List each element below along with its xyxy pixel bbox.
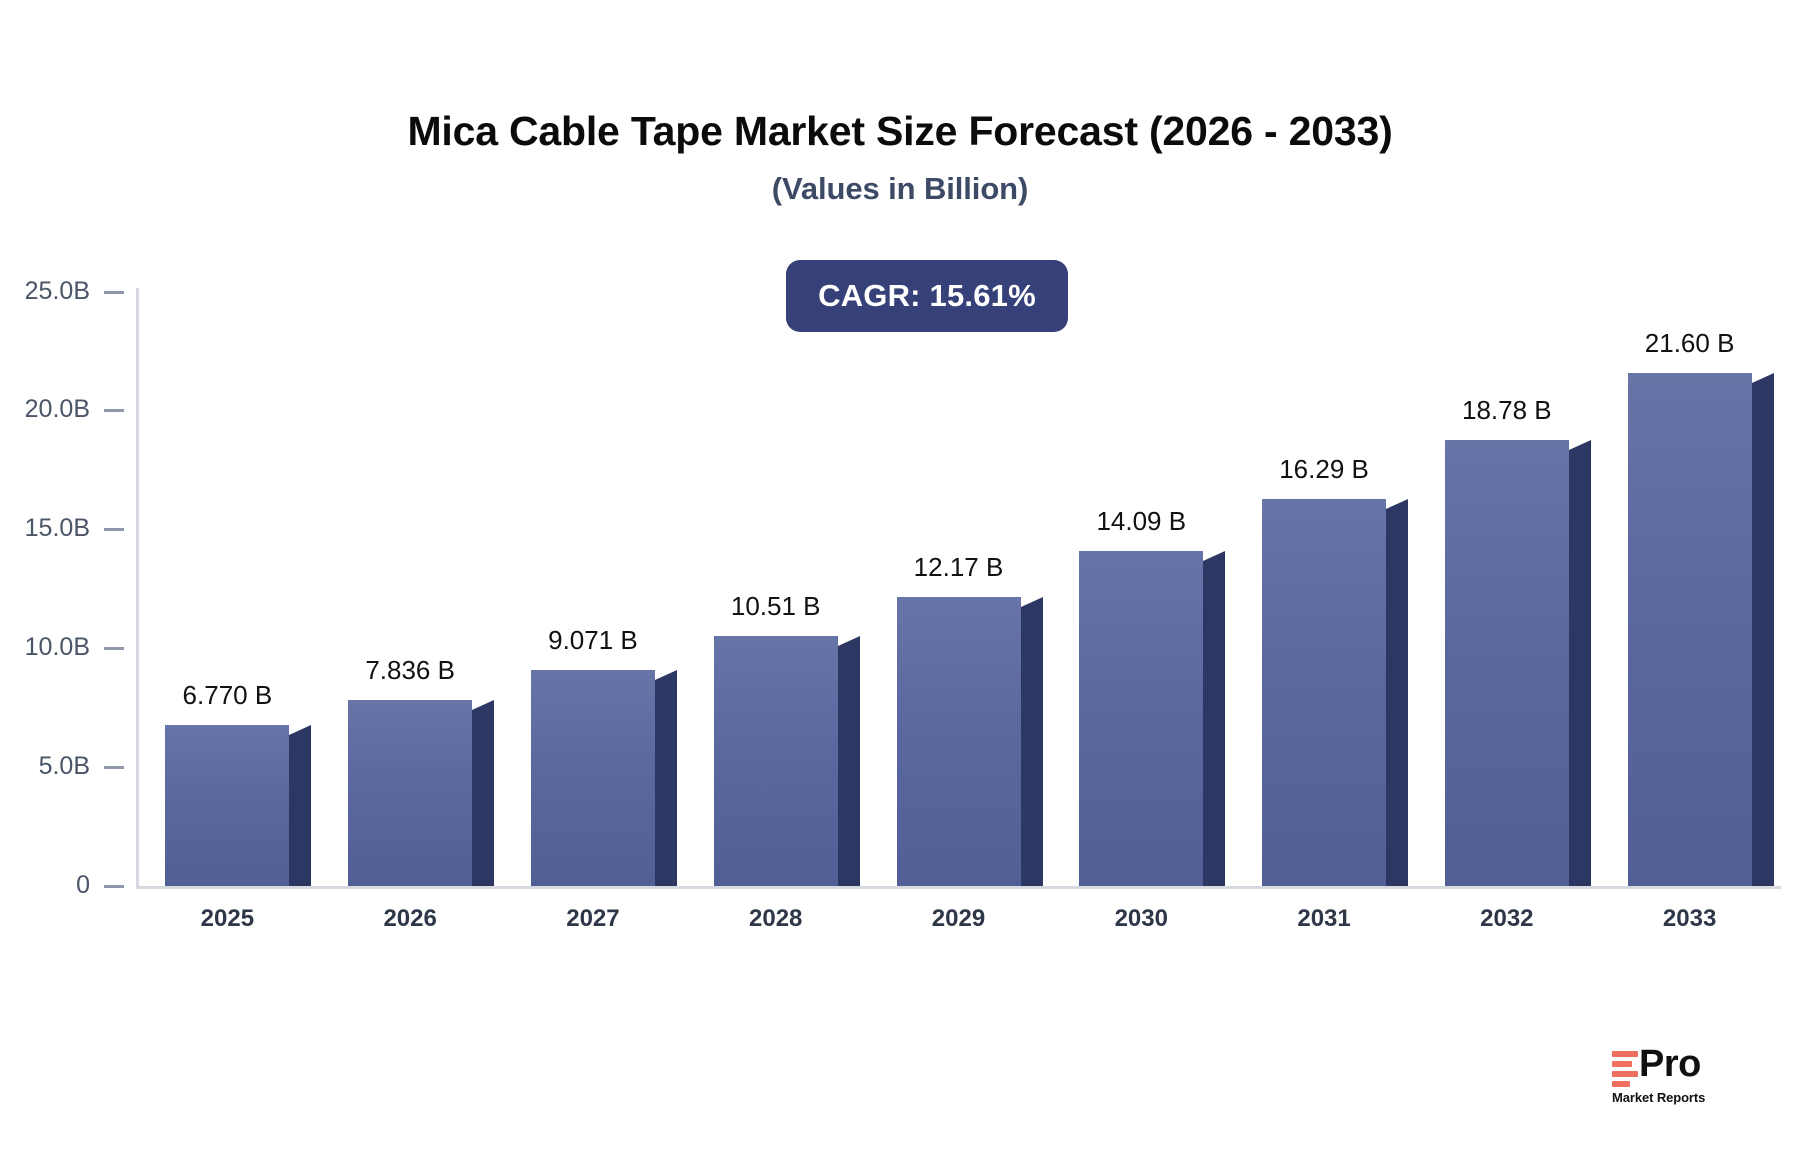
bar-value-label: 14.09 B xyxy=(1096,506,1187,537)
bar-side-face xyxy=(1751,382,1774,886)
y-axis-tick-mark xyxy=(104,528,124,532)
bar xyxy=(1627,372,1752,886)
y-axis-tick-mark xyxy=(104,884,124,888)
y-axis-tick-mark xyxy=(104,646,124,650)
y-axis-tick-label: 10.0B xyxy=(24,632,90,661)
x-axis-tick-label: 2028 xyxy=(749,905,803,932)
y-axis-tick-label: 0 xyxy=(76,870,90,899)
y-axis-tick-label: 25.0B xyxy=(24,276,90,305)
bar-side-face xyxy=(1020,606,1043,886)
bar-value-label: 9.071 B xyxy=(548,625,638,656)
page-title: Mica Cable Tape Market Size Forecast (20… xyxy=(407,108,1393,154)
x-axis-tick-label: 2030 xyxy=(1114,905,1168,932)
x-axis-tick-label: 2031 xyxy=(1297,905,1351,932)
bar-side-face xyxy=(654,680,677,886)
bar-value-label: 21.60 B xyxy=(1644,327,1735,358)
chart-subtitle: (Values in Billion) xyxy=(771,171,1029,207)
y-axis-tick-mark xyxy=(104,765,124,769)
title-block: Mica Cable Tape Market Size Forecast (20… xyxy=(0,108,1800,207)
cagr-badge: CAGR: 15.61% xyxy=(786,260,1068,332)
bar-top-face xyxy=(1751,372,1774,383)
x-axis-line xyxy=(136,886,1781,889)
bar-side-face xyxy=(1386,508,1409,886)
bar xyxy=(1262,498,1387,886)
bar xyxy=(530,670,655,886)
y-axis-tick-mark xyxy=(104,290,124,294)
bar xyxy=(348,699,473,886)
bar-top-face xyxy=(1386,498,1409,509)
x-axis-tick-label: 2025 xyxy=(200,905,255,932)
bar-value-label: 10.51 B xyxy=(730,591,821,622)
bar-value-label: 6.770 B xyxy=(182,680,273,711)
bar-top-face xyxy=(1568,439,1591,450)
bar xyxy=(713,636,838,886)
bar-series: 6.770 B 7.836 B 9.071 B 10.51 B 12.17 B 14.09… xyxy=(136,0,1781,1156)
brand-logo: Pro Market Reports xyxy=(1612,1043,1780,1116)
bar-value-label: 12.17 B xyxy=(913,551,1004,582)
bar xyxy=(1444,439,1569,886)
y-axis-tick-mark xyxy=(104,409,124,413)
y-axis-tick-label: 20.0B xyxy=(24,395,90,424)
bar-top-face xyxy=(837,636,860,647)
bar-side-face xyxy=(837,646,860,886)
x-axis-tick-label: 2029 xyxy=(931,905,986,932)
bar xyxy=(1079,551,1204,886)
logo-tagline: Market Reports xyxy=(1612,1090,1706,1105)
x-axis-tick-label: 2026 xyxy=(383,905,437,932)
bar xyxy=(165,725,290,886)
logo-wordmark: Pro xyxy=(1639,1043,1701,1085)
bar xyxy=(896,596,1021,886)
bar-value-label: 18.78 B xyxy=(1462,394,1552,425)
y-axis-line xyxy=(136,288,139,888)
bar-top-face xyxy=(1203,551,1226,562)
bar-top-face xyxy=(1020,596,1043,607)
bar-value-label: 7.836 B xyxy=(365,654,455,685)
bar-value-label: 16.29 B xyxy=(1279,453,1369,484)
bar-top-face xyxy=(472,699,495,710)
bar-side-face xyxy=(289,735,312,886)
y-axis-tick-label: 5.0B xyxy=(38,751,90,780)
x-axis-tick-label: 2033 xyxy=(1662,905,1717,932)
bar-side-face xyxy=(1568,449,1591,886)
bar-top-face xyxy=(289,725,312,736)
x-axis-tick-label: 2027 xyxy=(566,905,620,932)
bar-top-face xyxy=(654,670,677,681)
x-axis-tick-label: 2032 xyxy=(1480,905,1534,932)
y-axis-tick-label: 15.0B xyxy=(24,514,90,543)
bars-logo-icon xyxy=(1612,1046,1638,1087)
bar-side-face xyxy=(1203,561,1226,886)
logo-row: Pro xyxy=(1612,1043,1780,1087)
bar-side-face xyxy=(472,709,495,886)
